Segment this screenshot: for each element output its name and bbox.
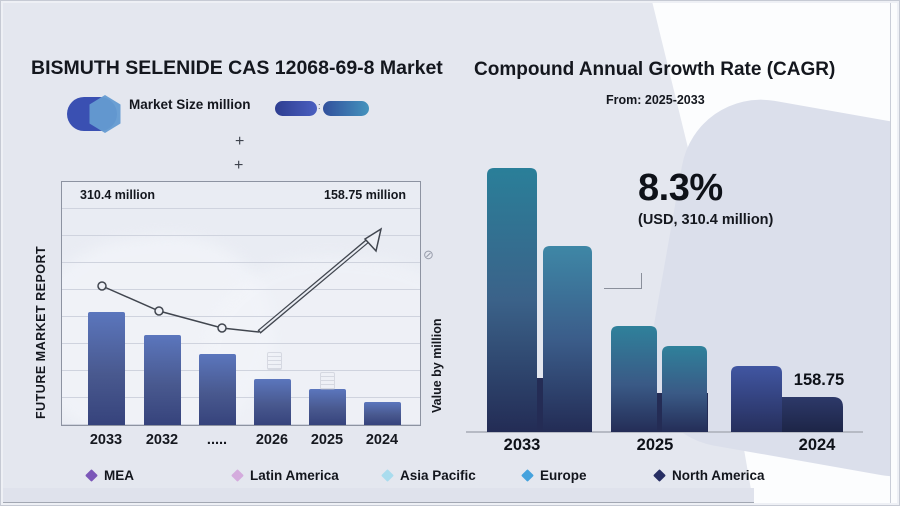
line-marker [154, 306, 164, 316]
bar-2033-b [543, 246, 592, 432]
legend-label: Asia Pacific [400, 467, 476, 483]
background-right-column [890, 1, 899, 505]
legend-item-north-america: North America [653, 467, 765, 483]
document-watermark-icon [267, 352, 282, 370]
bar-mid [199, 354, 236, 425]
x-label: 2025 [310, 432, 344, 448]
page-title-market: BISMUTH SELENIDE CAS 12068-69-8 Market [31, 57, 443, 79]
start-value-annotation: 310.4 million [80, 188, 156, 202]
legend-item-europe: Europe [521, 467, 587, 483]
x-label: ..... [206, 432, 228, 448]
trend-line-and-arrow [97, 227, 383, 334]
page-title-cagr: Compound Annual Growth Rate (CAGR) [474, 59, 836, 80]
bar-2033 [88, 312, 125, 425]
bar-2026 [254, 379, 291, 425]
bar-2032 [144, 335, 181, 425]
future-market-report-watermark: FUTURE MARKET REPORT [34, 245, 48, 419]
legend-item-latin-america: Latin America [231, 467, 339, 483]
hexagon-shape [89, 95, 121, 133]
legend-item-asia-pacific: Asia Pacific [381, 467, 476, 483]
diamond-icon [85, 468, 98, 482]
ratio-pill-teal [323, 101, 369, 116]
x-label: 2024 [798, 436, 836, 454]
x-label: 2033 [89, 432, 123, 448]
legend-item-mea: MEA [85, 467, 134, 483]
background-bottom-strip [2, 488, 754, 505]
bar-2025-a [611, 326, 657, 432]
plus-mark: + [234, 157, 244, 174]
end-value-annotation: 158.75 million [324, 188, 406, 202]
ratio-pill-dark [275, 101, 317, 116]
x-label: 2032 [145, 432, 179, 448]
step-bracket-line [604, 273, 642, 289]
slashed-circle-icon: ⊘ [423, 247, 434, 262]
value-label-2024: 158.75 [793, 371, 845, 389]
x-label: 2033 [503, 436, 541, 454]
x-label: 2025 [636, 436, 674, 454]
x-label: 2026 [255, 432, 289, 448]
legend-label: Latin America [250, 467, 339, 483]
bar-2024-b [782, 397, 843, 432]
diamond-icon [653, 468, 666, 482]
arrow-head [363, 227, 383, 253]
left-chart-panel: 310.4 million 158.75 million [61, 181, 421, 426]
market-size-icon [67, 95, 121, 133]
bar-2024 [364, 402, 401, 425]
plus-mark: + [235, 133, 245, 150]
document-watermark-icon [320, 372, 335, 390]
x-label: 2024 [365, 432, 399, 448]
ratio-separator: : [318, 101, 321, 111]
line-marker [217, 323, 227, 333]
legend-label: North America [672, 467, 765, 483]
bar-2024-a [731, 366, 782, 432]
date-range: From: 2025-2033 [606, 93, 705, 107]
right-bar-chart [466, 168, 863, 433]
legend-label: Europe [540, 467, 587, 483]
diamond-icon [231, 468, 244, 482]
cagr-subtitle: (USD, 310.4 million) [638, 212, 774, 228]
bar-2025-b [662, 346, 707, 432]
cagr-value: 8.3% [638, 167, 723, 209]
y-axis-label: Value by million [430, 318, 444, 413]
bar-2033-a [487, 168, 537, 432]
legend-label: MEA [104, 467, 134, 483]
diamond-icon [521, 468, 534, 482]
market-size-label: Market Size million [129, 97, 251, 112]
diamond-icon [381, 468, 394, 482]
line-marker [97, 281, 107, 291]
bar-2025 [309, 389, 346, 425]
